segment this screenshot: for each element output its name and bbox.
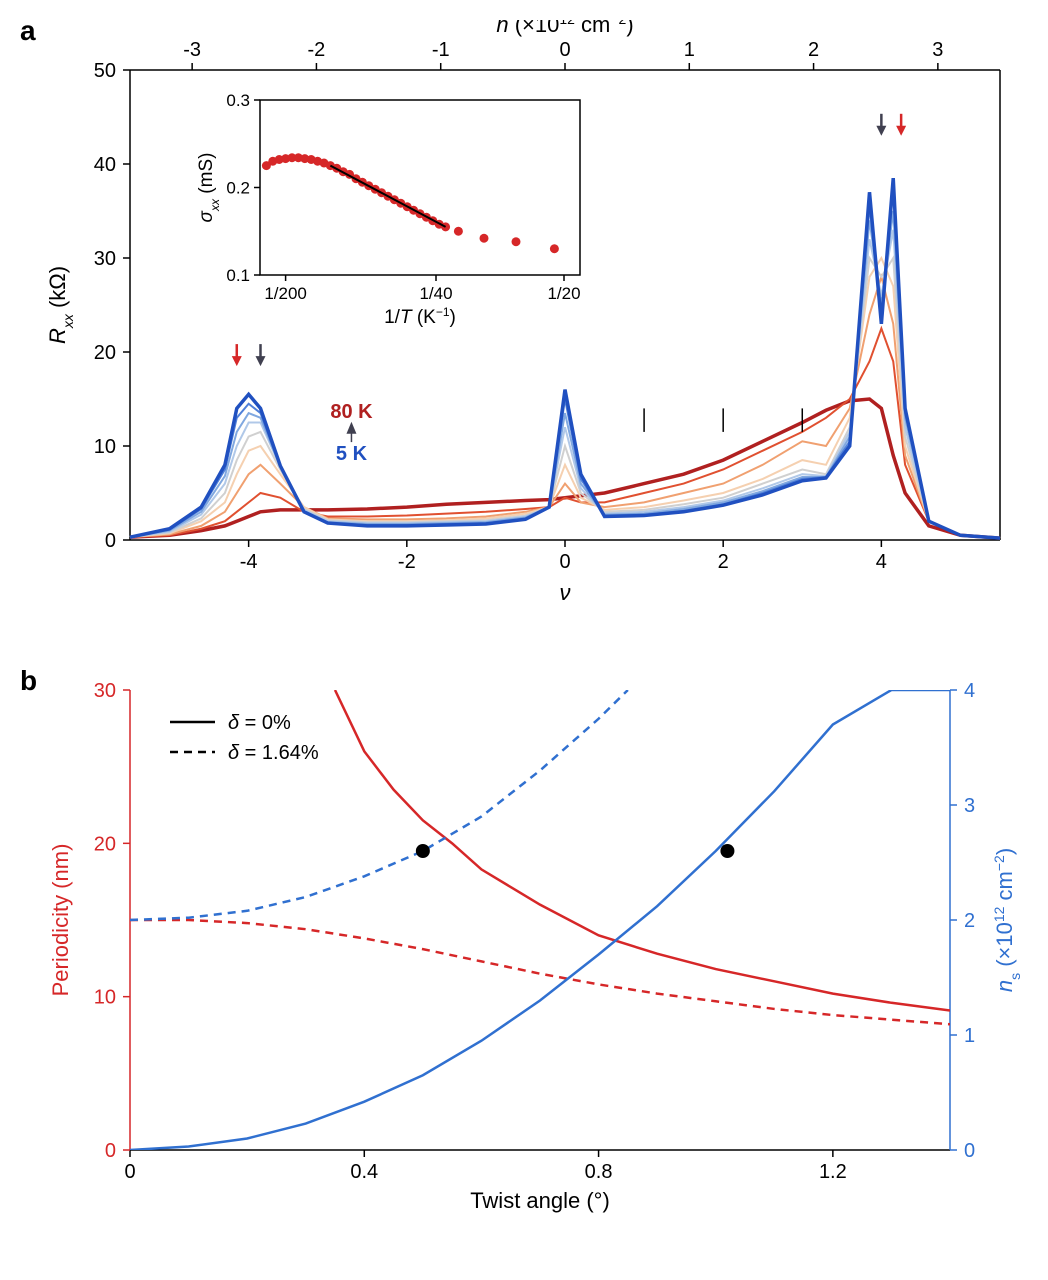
svg-text:δ = 1.64%: δ = 1.64% — [228, 742, 319, 764]
svg-text:4: 4 — [964, 680, 975, 702]
svg-text:4: 4 — [876, 551, 887, 573]
panel-b: b 00.40.81.2Twist angle (°)0102030Period… — [20, 670, 1028, 1230]
panel-label-a: a — [20, 15, 36, 47]
svg-text:-4: -4 — [240, 551, 258, 573]
svg-text:3: 3 — [932, 39, 943, 61]
svg-text:3: 3 — [964, 795, 975, 817]
svg-text:20: 20 — [94, 342, 116, 364]
svg-text:0.8: 0.8 — [585, 1161, 613, 1183]
svg-text:-1: -1 — [432, 39, 450, 61]
svg-text:0.2: 0.2 — [226, 179, 250, 198]
svg-text:Twist angle (°): Twist angle (°) — [470, 1188, 610, 1213]
chart-panel-a: -4 -2 0 2 4 ν -3 -2 -1 0 1 2 3 n (×1012 cm−2) 0 10 20 30 4… — [20, 20, 1028, 640]
svg-text:ns (×1012 cm−2): ns (×1012 cm−2) — [991, 848, 1023, 992]
svg-text:-2: -2 — [308, 39, 326, 61]
svg-text:Periodicity (nm): Periodicity (nm) — [48, 844, 73, 997]
svg-text:n (×1012 cm−2): n (×1012 cm−2) — [496, 20, 633, 37]
svg-text:2: 2 — [808, 39, 819, 61]
svg-text:1.2: 1.2 — [819, 1161, 847, 1183]
svg-text:0.4: 0.4 — [350, 1161, 378, 1183]
svg-text:Rxx (kΩ): Rxx (kΩ) — [45, 266, 76, 344]
svg-text:40: 40 — [94, 154, 116, 176]
svg-text:0.1: 0.1 — [226, 266, 250, 285]
svg-text:2: 2 — [964, 910, 975, 932]
svg-text:20: 20 — [94, 833, 116, 855]
panel-label-b: b — [20, 665, 37, 697]
svg-text:80 K: 80 K — [330, 401, 373, 423]
svg-text:0: 0 — [105, 1140, 116, 1162]
panel-a: a -4-2024ν-3-2-10123n (×1012 cm−2)010203… — [20, 20, 1028, 640]
svg-text:0: 0 — [124, 1161, 135, 1183]
svg-text:0: 0 — [964, 1140, 975, 1162]
svg-text:1/200: 1/200 — [264, 284, 307, 303]
svg-text:1: 1 — [964, 1025, 975, 1047]
svg-text:1: 1 — [684, 39, 695, 61]
svg-text:2: 2 — [718, 551, 729, 573]
svg-text:-2: -2 — [398, 551, 416, 573]
svg-text:0.3: 0.3 — [226, 91, 250, 110]
svg-text:1/40: 1/40 — [419, 284, 452, 303]
svg-text:-3: -3 — [183, 39, 201, 61]
svg-text:5 K: 5 K — [336, 443, 368, 465]
svg-text:10: 10 — [94, 987, 116, 1009]
svg-text:0: 0 — [559, 551, 570, 573]
svg-text:σxx (mS): σxx (mS) — [196, 153, 222, 223]
svg-text:δ = 0%: δ = 0% — [228, 712, 291, 734]
svg-text:30: 30 — [94, 680, 116, 702]
svg-text:50: 50 — [94, 60, 116, 82]
svg-text:ν: ν — [560, 580, 571, 605]
chart-panel-b: 00.40.81.2Twist angle (°)0102030Periodic… — [20, 670, 1028, 1230]
svg-text:30: 30 — [94, 248, 116, 270]
svg-text:1/20: 1/20 — [547, 284, 580, 303]
svg-text:0: 0 — [559, 39, 570, 61]
svg-text:0: 0 — [105, 530, 116, 552]
svg-text:1/T (K−1): 1/T (K−1) — [384, 305, 456, 328]
svg-text:10: 10 — [94, 436, 116, 458]
